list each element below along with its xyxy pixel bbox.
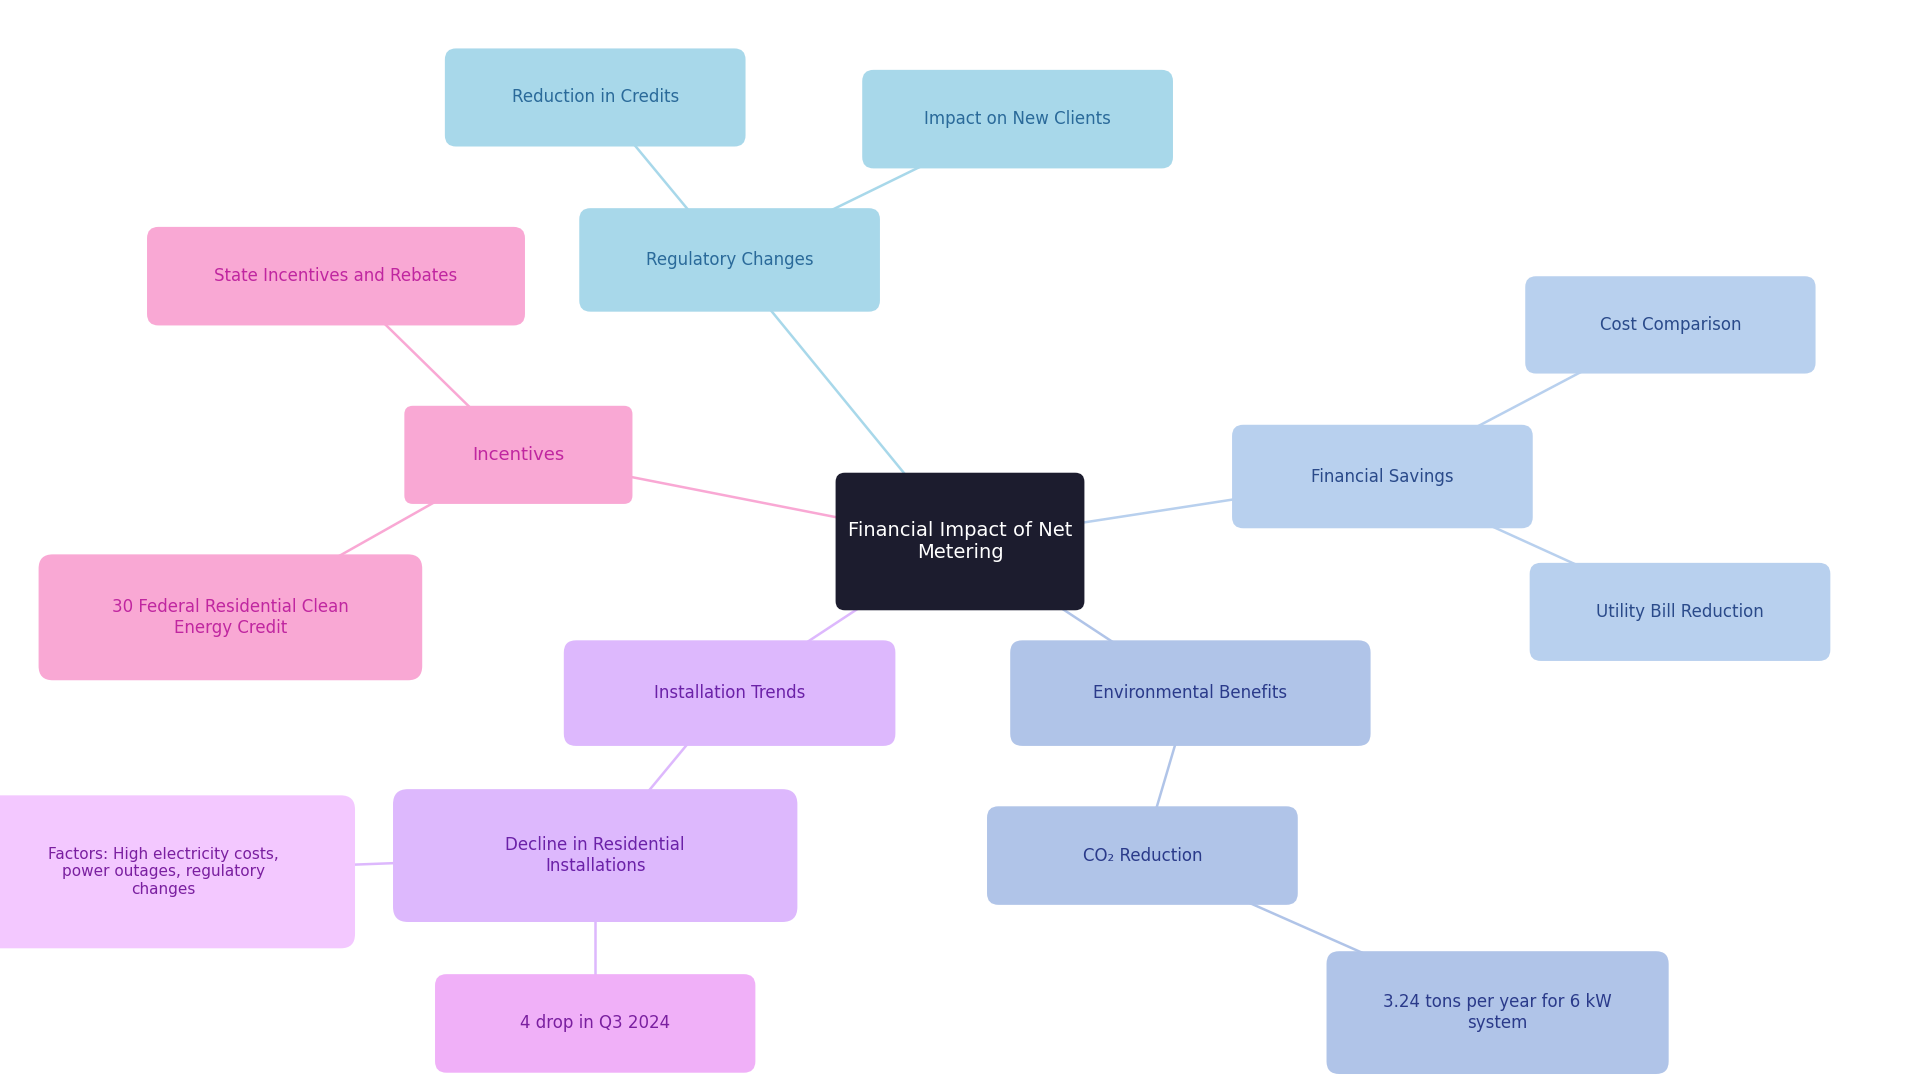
FancyBboxPatch shape — [580, 208, 879, 312]
Text: Reduction in Credits: Reduction in Credits — [511, 89, 680, 106]
Text: Environmental Benefits: Environmental Benefits — [1092, 684, 1288, 702]
FancyBboxPatch shape — [405, 406, 632, 504]
Text: Financial Impact of Net
Metering: Financial Impact of Net Metering — [849, 521, 1071, 562]
FancyBboxPatch shape — [394, 790, 797, 922]
Text: Regulatory Changes: Regulatory Changes — [645, 251, 814, 269]
Text: Installation Trends: Installation Trends — [655, 684, 804, 702]
Text: 30 Federal Residential Clean
Energy Credit: 30 Federal Residential Clean Energy Cred… — [111, 598, 349, 637]
FancyBboxPatch shape — [564, 640, 895, 746]
Text: Utility Bill Reduction: Utility Bill Reduction — [1596, 603, 1764, 621]
FancyBboxPatch shape — [1524, 276, 1816, 374]
FancyBboxPatch shape — [862, 69, 1173, 168]
FancyBboxPatch shape — [1233, 425, 1532, 529]
FancyBboxPatch shape — [0, 795, 355, 949]
FancyBboxPatch shape — [436, 975, 755, 1072]
Text: Factors: High electricity costs,
power outages, regulatory
changes: Factors: High electricity costs, power o… — [48, 847, 278, 897]
Text: Impact on New Clients: Impact on New Clients — [924, 110, 1112, 128]
Text: Decline in Residential
Installations: Decline in Residential Installations — [505, 836, 685, 875]
Text: State Incentives and Rebates: State Incentives and Rebates — [215, 268, 457, 285]
Text: 3.24 tons per year for 6 kW
system: 3.24 tons per year for 6 kW system — [1382, 993, 1613, 1032]
FancyBboxPatch shape — [445, 49, 745, 146]
FancyBboxPatch shape — [148, 227, 524, 326]
FancyBboxPatch shape — [38, 554, 422, 680]
Text: Cost Comparison: Cost Comparison — [1599, 316, 1741, 334]
Text: CO₂ Reduction: CO₂ Reduction — [1083, 847, 1202, 864]
Text: Incentives: Incentives — [472, 446, 564, 464]
FancyBboxPatch shape — [1010, 640, 1371, 746]
FancyBboxPatch shape — [1530, 563, 1830, 661]
FancyBboxPatch shape — [835, 472, 1085, 611]
Text: Financial Savings: Financial Savings — [1311, 468, 1453, 485]
Text: 4 drop in Q3 2024: 4 drop in Q3 2024 — [520, 1015, 670, 1032]
FancyBboxPatch shape — [987, 806, 1298, 905]
FancyBboxPatch shape — [1327, 951, 1668, 1074]
